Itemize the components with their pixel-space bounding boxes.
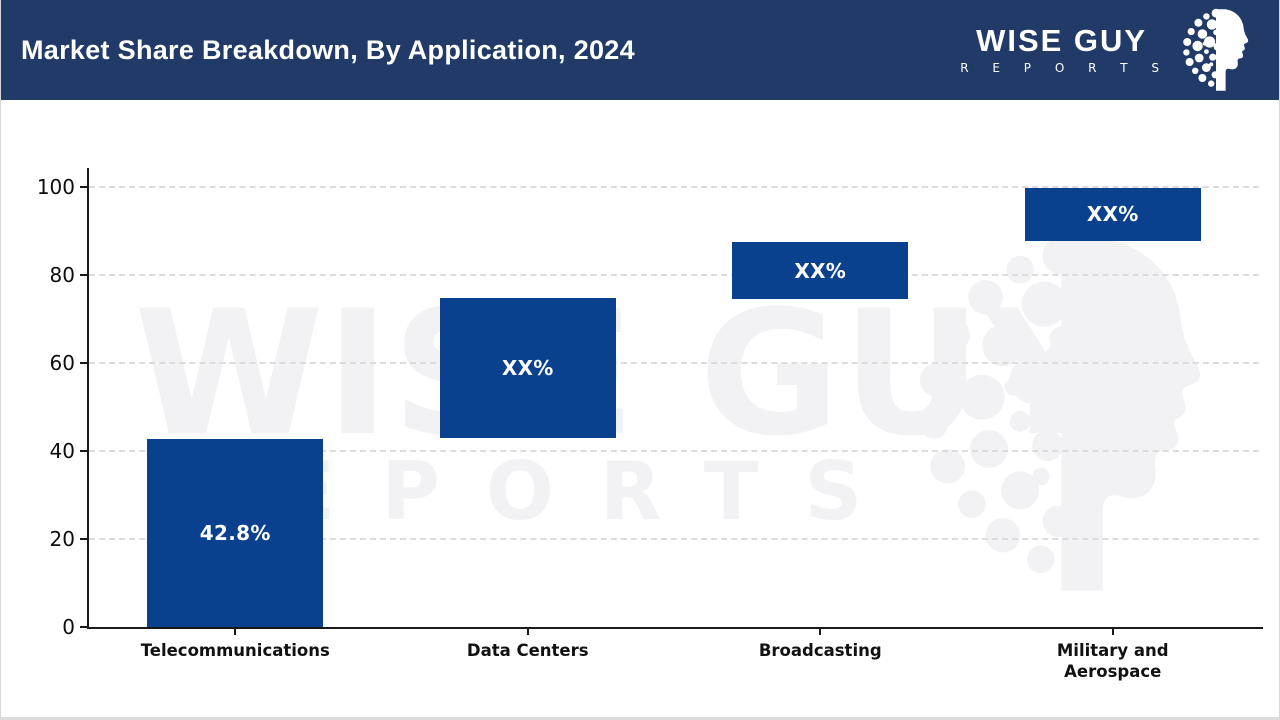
logo-text: WISE GUY R E P O R T S xyxy=(954,25,1169,75)
dotted-head-profile-icon xyxy=(1183,8,1249,91)
gridline xyxy=(89,274,1259,276)
bar-value-label: XX% xyxy=(794,258,847,283)
bar: XX% xyxy=(1024,187,1201,242)
y-axis-tick-label: 60 xyxy=(49,351,75,375)
y-axis-tick xyxy=(80,274,89,276)
y-axis-tick xyxy=(80,538,89,540)
bar: 42.8% xyxy=(147,438,324,627)
y-axis-tick-label: 40 xyxy=(49,439,75,463)
y-axis-tick xyxy=(80,450,89,452)
y-axis-tick-label: 20 xyxy=(49,527,75,551)
y-axis-tick xyxy=(80,362,89,364)
x-axis-category-label: Telecommunications xyxy=(140,641,330,660)
bar-chart: 42.8% XX% XX% XX% 0 20 40 60 80 100 Telecommunicat… xyxy=(1,100,1279,717)
y-axis-tick xyxy=(80,186,89,188)
y-axis-tick-label: 0 xyxy=(62,615,75,639)
gridline xyxy=(89,362,1259,364)
x-axis-tick xyxy=(819,627,822,635)
header: Market Share Breakdown, By Application, … xyxy=(1,0,1279,100)
x-axis-line xyxy=(87,627,1263,629)
page-title: Market Share Breakdown, By Application, … xyxy=(21,34,635,65)
logo-tagline: R E P O R T S xyxy=(960,60,1169,75)
x-axis-tick xyxy=(1111,627,1114,635)
bar-value-label: 42.8% xyxy=(199,520,271,545)
x-axis-tick xyxy=(526,627,529,635)
bar-value-label: XX% xyxy=(1086,202,1139,227)
bar: XX% xyxy=(439,297,616,438)
gridline xyxy=(89,450,1259,452)
bar-value-label: XX% xyxy=(501,355,554,380)
footer-divider xyxy=(1,717,1279,720)
x-axis-category-label: Data Centers xyxy=(466,641,589,660)
gridline xyxy=(89,538,1259,540)
logo: WISE GUY R E P O R T S xyxy=(954,6,1259,94)
gridline xyxy=(89,186,1259,188)
x-axis-category-label: Broadcasting xyxy=(758,641,882,660)
logo-wordmark: WISE GUY xyxy=(976,23,1148,59)
x-axis-category-label: Military and Aerospace xyxy=(1056,641,1169,681)
y-axis-tick xyxy=(80,626,89,628)
y-axis-line xyxy=(87,168,89,629)
y-axis-tick-label: 100 xyxy=(36,175,75,199)
y-axis-tick-label: 80 xyxy=(49,263,75,287)
chart-area: WISE GUY REPORTS 42.8% XX% XX% XX% xyxy=(1,100,1279,717)
bar: XX% xyxy=(732,242,909,300)
x-axis-tick xyxy=(234,627,237,635)
